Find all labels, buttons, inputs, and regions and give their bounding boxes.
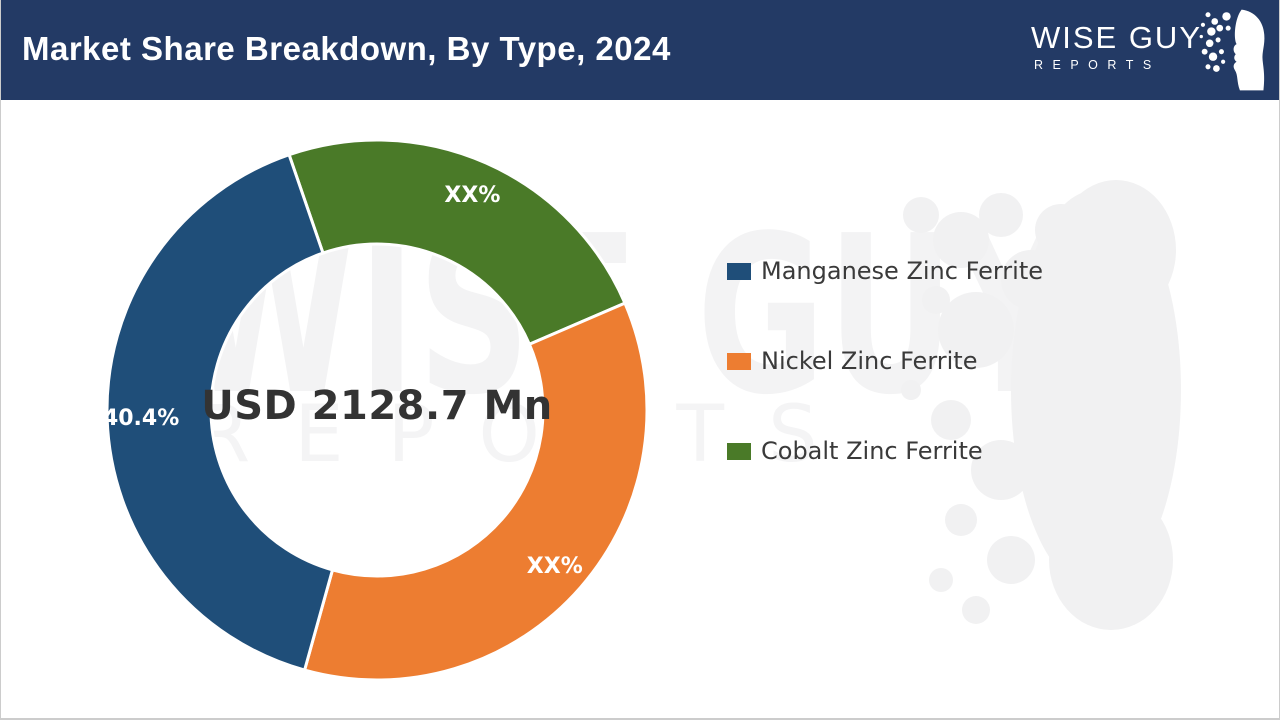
header-bar: Market Share Breakdown, By Type, 2024 WI… xyxy=(1,0,1279,100)
watermark-reports-text: REPORTS xyxy=(196,390,862,480)
legend-swatch xyxy=(727,442,751,460)
legend-swatch xyxy=(727,262,751,280)
legend-label: Cobalt Zinc Ferrite xyxy=(761,437,983,465)
slice-label-nickel-zinc-ferrite: XX% xyxy=(527,554,583,579)
center-total-value: USD 2128.7 Mn xyxy=(201,383,553,429)
legend: Manganese Zinc Ferrite Nickel Zinc Ferrit… xyxy=(727,256,1043,526)
pie-slice-nickel-zinc-ferrite xyxy=(302,301,649,682)
brand-logo-text: WISE GUY REPORTS xyxy=(1030,20,1202,72)
pie-slice-manganese-zinc-ferrite xyxy=(105,152,335,672)
legend-swatch xyxy=(727,352,751,370)
pie-slice-cobalt-zinc-ferrite xyxy=(287,138,627,347)
slice-label-manganese-zinc-ferrite: 40.4% xyxy=(103,406,179,431)
brand-name: WISE GUY xyxy=(1030,20,1202,55)
watermark-face-icon xyxy=(901,180,1181,630)
legend-item: Cobalt Zinc Ferrite xyxy=(727,436,1043,466)
legend-item: Nickel Zinc Ferrite xyxy=(727,346,1043,376)
legend-label: Manganese Zinc Ferrite xyxy=(761,257,1043,285)
legend-label: Nickel Zinc Ferrite xyxy=(761,347,978,375)
brand-subtitle: REPORTS xyxy=(1033,57,1161,72)
brand-logo: WISE GUY REPORTS xyxy=(1031,8,1272,92)
page-title: Market Share Breakdown, By Type, 2024 xyxy=(22,30,671,67)
brand-face-icon xyxy=(1199,9,1265,91)
legend-item: Manganese Zinc Ferrite xyxy=(727,256,1043,286)
slice-label-cobalt-zinc-ferrite: XX% xyxy=(444,183,500,208)
